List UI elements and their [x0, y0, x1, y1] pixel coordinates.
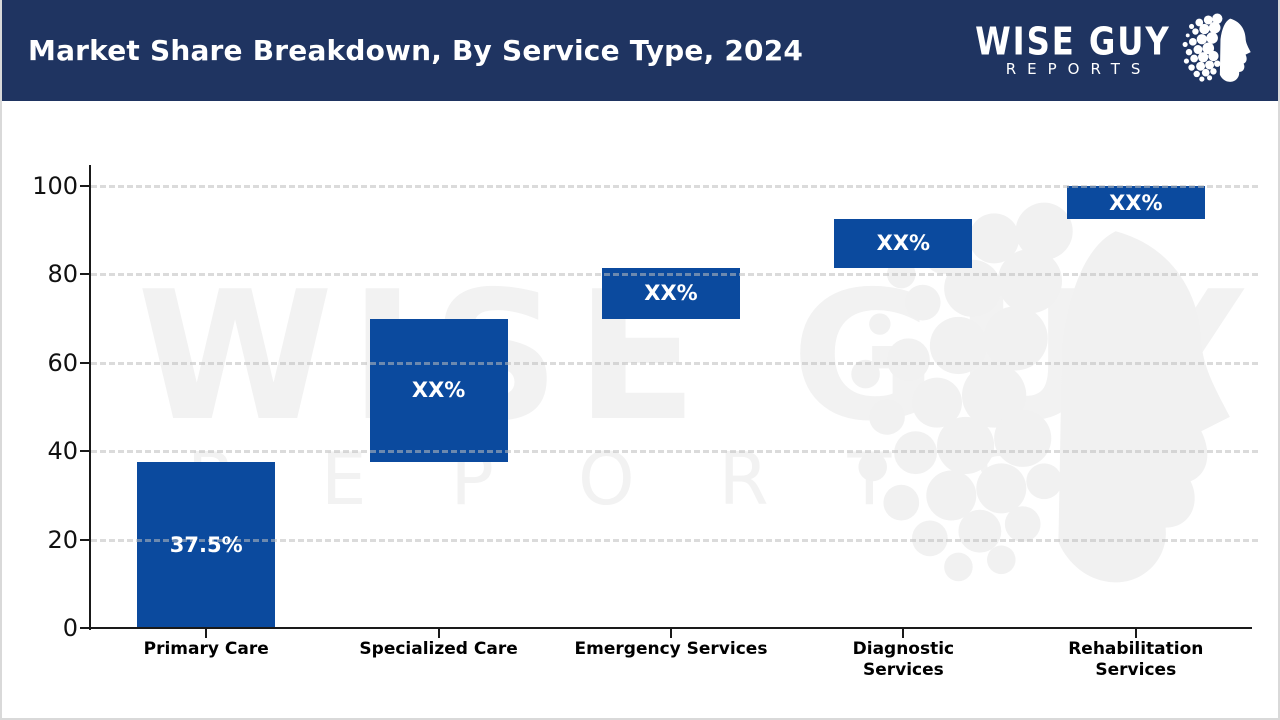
watermark-subtitle: REPORTS	[187, 437, 1106, 521]
dotted-head-icon	[1182, 13, 1251, 82]
logo-text: WISE GUY REPORTS	[970, 19, 1176, 78]
wise-guy-logo: WISE GUY REPORTS	[970, 3, 1252, 98]
page-title: Market Share Breakdown, By Service Type,…	[28, 34, 804, 67]
header: Market Share Breakdown, By Service Type,…	[2, 0, 1278, 101]
watermark-head-icon	[851, 202, 1230, 583]
logo-subtitle: REPORTS	[1005, 59, 1152, 78]
logo-wordmark: WISE GUY	[975, 19, 1171, 64]
